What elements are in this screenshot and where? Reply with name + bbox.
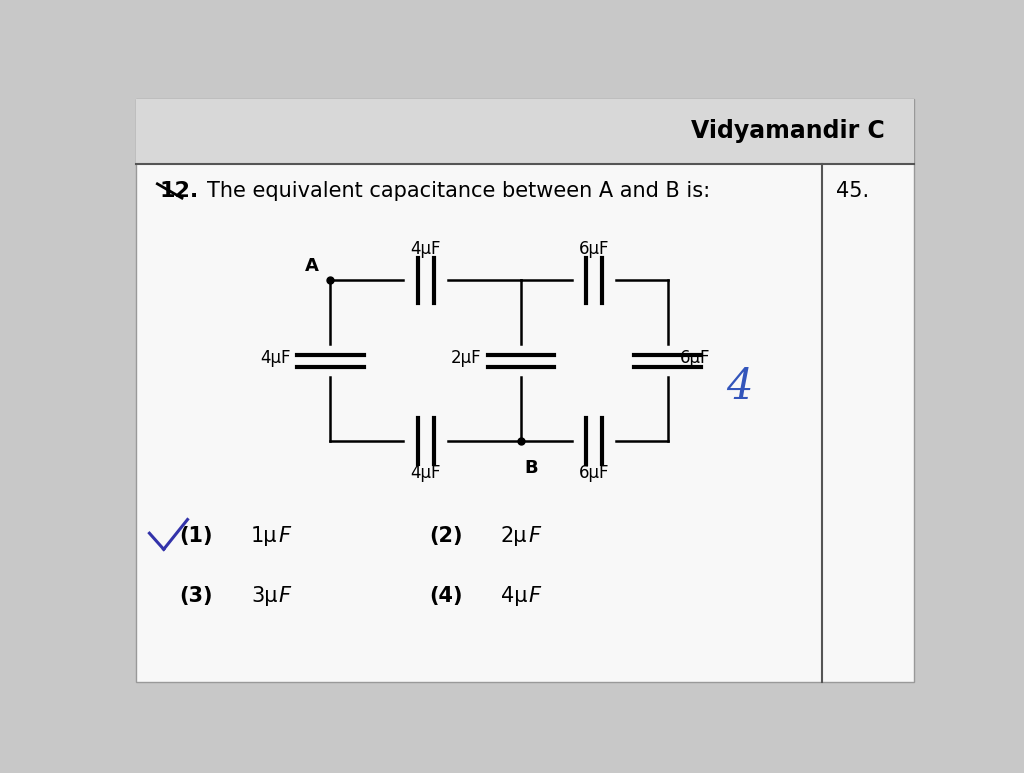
Bar <box>136 99 913 164</box>
Text: (3): (3) <box>179 586 213 606</box>
Text: Vidyamandir C: Vidyamandir C <box>691 120 885 144</box>
Text: 4μF: 4μF <box>260 349 291 366</box>
Text: 6μF: 6μF <box>579 464 609 482</box>
Text: 1μ: 1μ <box>251 526 278 547</box>
Text: The equivalent capacitance between A and B is:: The equivalent capacitance between A and… <box>207 181 711 201</box>
Text: (2): (2) <box>430 526 463 547</box>
Text: 6μF: 6μF <box>680 349 710 366</box>
Text: F: F <box>278 526 290 547</box>
Text: 12.: 12. <box>160 181 199 201</box>
Text: 4: 4 <box>726 366 753 408</box>
Text: F: F <box>528 586 540 606</box>
FancyBboxPatch shape <box>136 99 913 682</box>
Text: (1): (1) <box>179 526 213 547</box>
Text: F: F <box>278 586 290 606</box>
Text: 2μ: 2μ <box>501 526 527 547</box>
Text: 4μ: 4μ <box>501 586 527 606</box>
Text: (4): (4) <box>430 586 463 606</box>
Text: 3μ: 3μ <box>251 586 278 606</box>
Text: 4μF: 4μF <box>411 464 441 482</box>
Text: F: F <box>528 526 540 547</box>
Text: B: B <box>524 459 539 477</box>
Text: A: A <box>304 257 318 275</box>
Text: 6μF: 6μF <box>579 240 609 257</box>
Text: 2μF: 2μF <box>451 349 481 366</box>
Text: 4μF: 4μF <box>411 240 441 257</box>
Text: 45.: 45. <box>836 181 869 201</box>
